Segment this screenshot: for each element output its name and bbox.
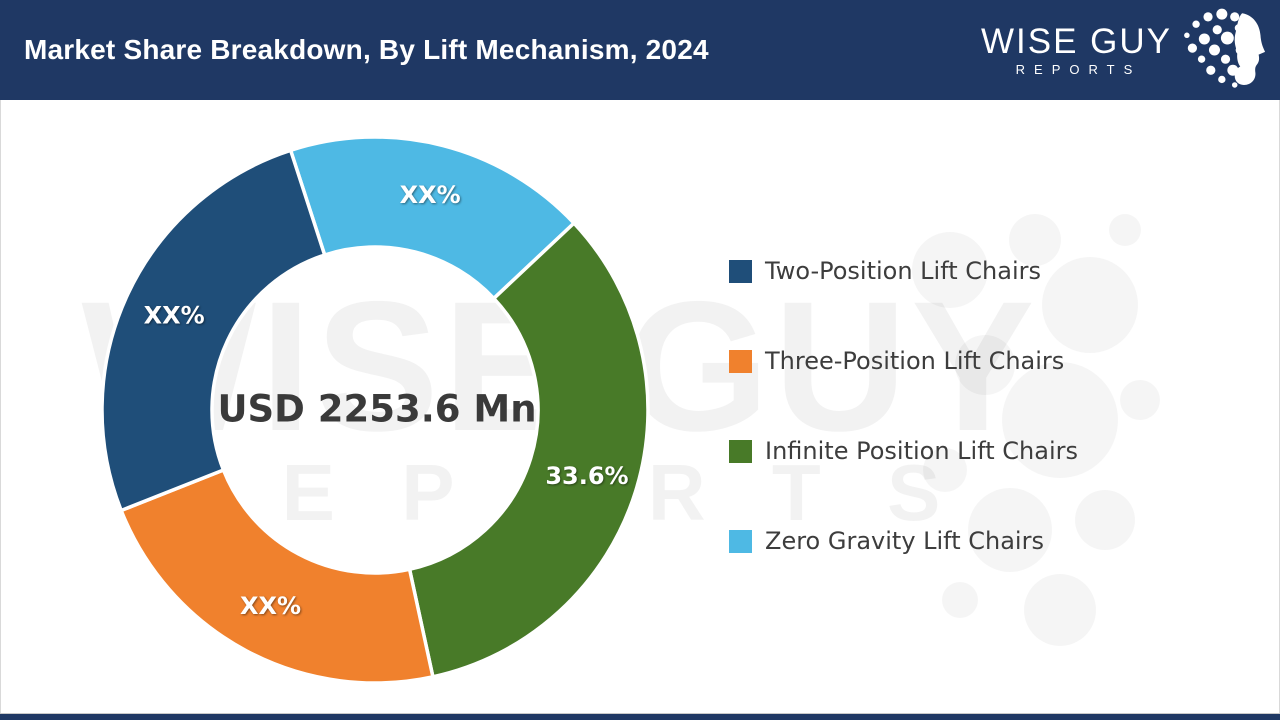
donut-slice-infinite-position-lift-chairs — [407, 221, 650, 679]
legend-item-infinite-position: Infinite Position Lift Chairs — [729, 437, 1078, 465]
legend-swatch-two-position — [729, 259, 752, 283]
slice-label-zero-gravity-lift-chairs: XX% — [400, 181, 461, 209]
legend-label: Two-Position Lift Chairs — [765, 257, 1041, 285]
slice-label-three-position-lift-chairs: XX% — [240, 592, 301, 620]
donut-slice-two-position-lift-chairs — [100, 148, 327, 513]
logo-text: WISE GUY REPORTS — [980, 21, 1172, 77]
donut-slice-three-position-lift-chairs — [119, 468, 435, 685]
legend-swatch-three-position — [729, 349, 752, 373]
logo-face-icon — [1184, 8, 1266, 88]
legend-label: Zero Gravity Lift Chairs — [765, 527, 1044, 555]
wise-guy-logo: WISE GUY REPORTS — [981, 7, 1266, 93]
legend-item-zero-gravity: Zero Gravity Lift Chairs — [729, 527, 1078, 555]
chart-legend: Two-Position Lift Chairs Three-Position … — [729, 257, 1078, 555]
legend-item-two-position: Two-Position Lift Chairs — [729, 257, 1078, 285]
donut-slice-zero-gravity-lift-chairs — [288, 135, 576, 301]
logo-subtext: REPORTS — [1015, 61, 1142, 77]
header: Market Share Breakdown, By Lift Mechanis… — [0, 0, 1280, 100]
legend-label: Infinite Position Lift Chairs — [765, 437, 1078, 465]
legend-label: Three-Position Lift Chairs — [765, 347, 1065, 375]
legend-item-three-position: Three-Position Lift Chairs — [729, 347, 1078, 375]
footer-bar — [0, 714, 1280, 720]
page-title: Market Share Breakdown, By Lift Mechanis… — [24, 34, 709, 65]
legend-swatch-infinite-position — [729, 439, 752, 463]
chart-center-value: USD 2253.6 Mn — [217, 387, 537, 431]
legend-swatch-zero-gravity — [729, 529, 752, 553]
slice-label-two-position-lift-chairs: XX% — [144, 301, 205, 329]
logo-wordmark: WISE GUY — [980, 21, 1172, 61]
slice-label-infinite-position-lift-chairs: 33.6% — [545, 462, 628, 490]
